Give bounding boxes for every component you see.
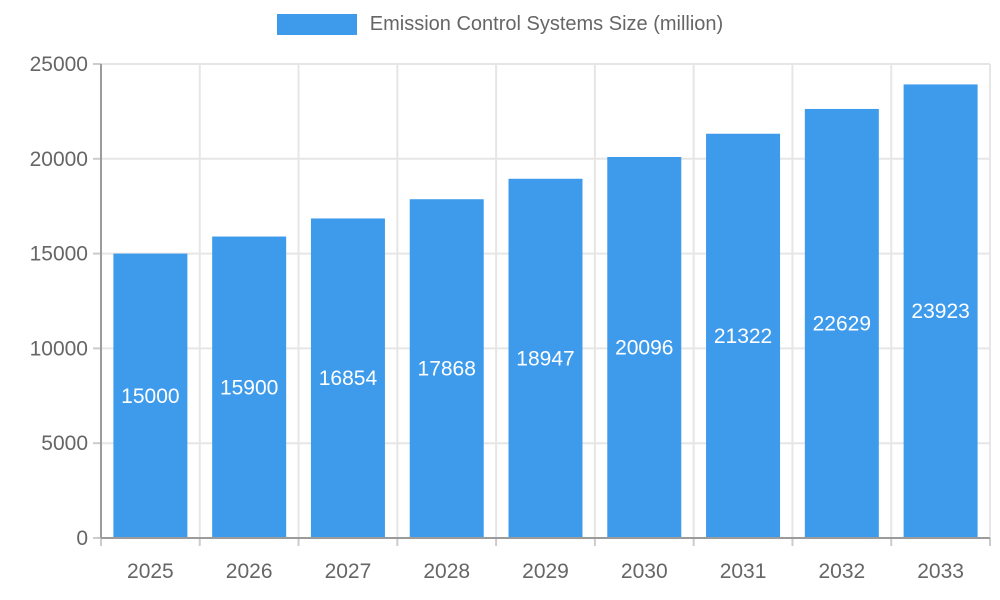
bar-2031[interactable] <box>706 133 781 539</box>
bar-value-label: 23923 <box>911 300 969 323</box>
bar-value-label: 21322 <box>714 325 772 348</box>
bar-value-label: 16854 <box>319 367 378 390</box>
y-tick-label: 10000 <box>30 337 88 360</box>
bar-2026[interactable] <box>212 236 287 538</box>
bar-2025[interactable] <box>113 253 188 538</box>
bar-value-label: 22629 <box>813 312 871 335</box>
legend-swatch <box>276 14 357 35</box>
bar-2033[interactable] <box>903 84 978 538</box>
x-tick-label: 2028 <box>423 560 470 583</box>
bar-value-label: 18947 <box>516 347 574 370</box>
x-tick-label: 2026 <box>226 560 273 583</box>
bar-value-label: 15000 <box>121 385 179 408</box>
x-tick-label: 2029 <box>522 560 569 583</box>
x-tick-label: 2033 <box>917 560 964 583</box>
bar-value-label: 17868 <box>418 358 476 381</box>
y-tick-label: 15000 <box>30 243 88 266</box>
bar-2029[interactable] <box>508 178 583 538</box>
y-tick-label: 25000 <box>30 53 88 76</box>
bar-value-label: 15900 <box>220 376 278 399</box>
x-tick-label: 2031 <box>720 560 767 583</box>
legend-item[interactable]: Emission Control Systems Size (million) <box>0 14 1000 35</box>
x-tick-label: 2030 <box>621 560 668 583</box>
bar-2030[interactable] <box>607 156 682 538</box>
x-tick-label: 2025 <box>127 560 174 583</box>
bar-2032[interactable] <box>804 108 879 538</box>
x-tick-label: 2027 <box>325 560 372 583</box>
y-tick-label: 20000 <box>30 148 88 171</box>
bar-2027[interactable] <box>310 218 385 538</box>
bar-2028[interactable] <box>409 199 484 538</box>
y-tick-label: 0 <box>76 527 88 550</box>
legend-label: Emission Control Systems Size (million) <box>369 13 724 35</box>
bar-value-label: 20096 <box>615 336 673 359</box>
y-tick-label: 5000 <box>41 432 88 455</box>
x-tick-label: 2032 <box>818 560 865 583</box>
